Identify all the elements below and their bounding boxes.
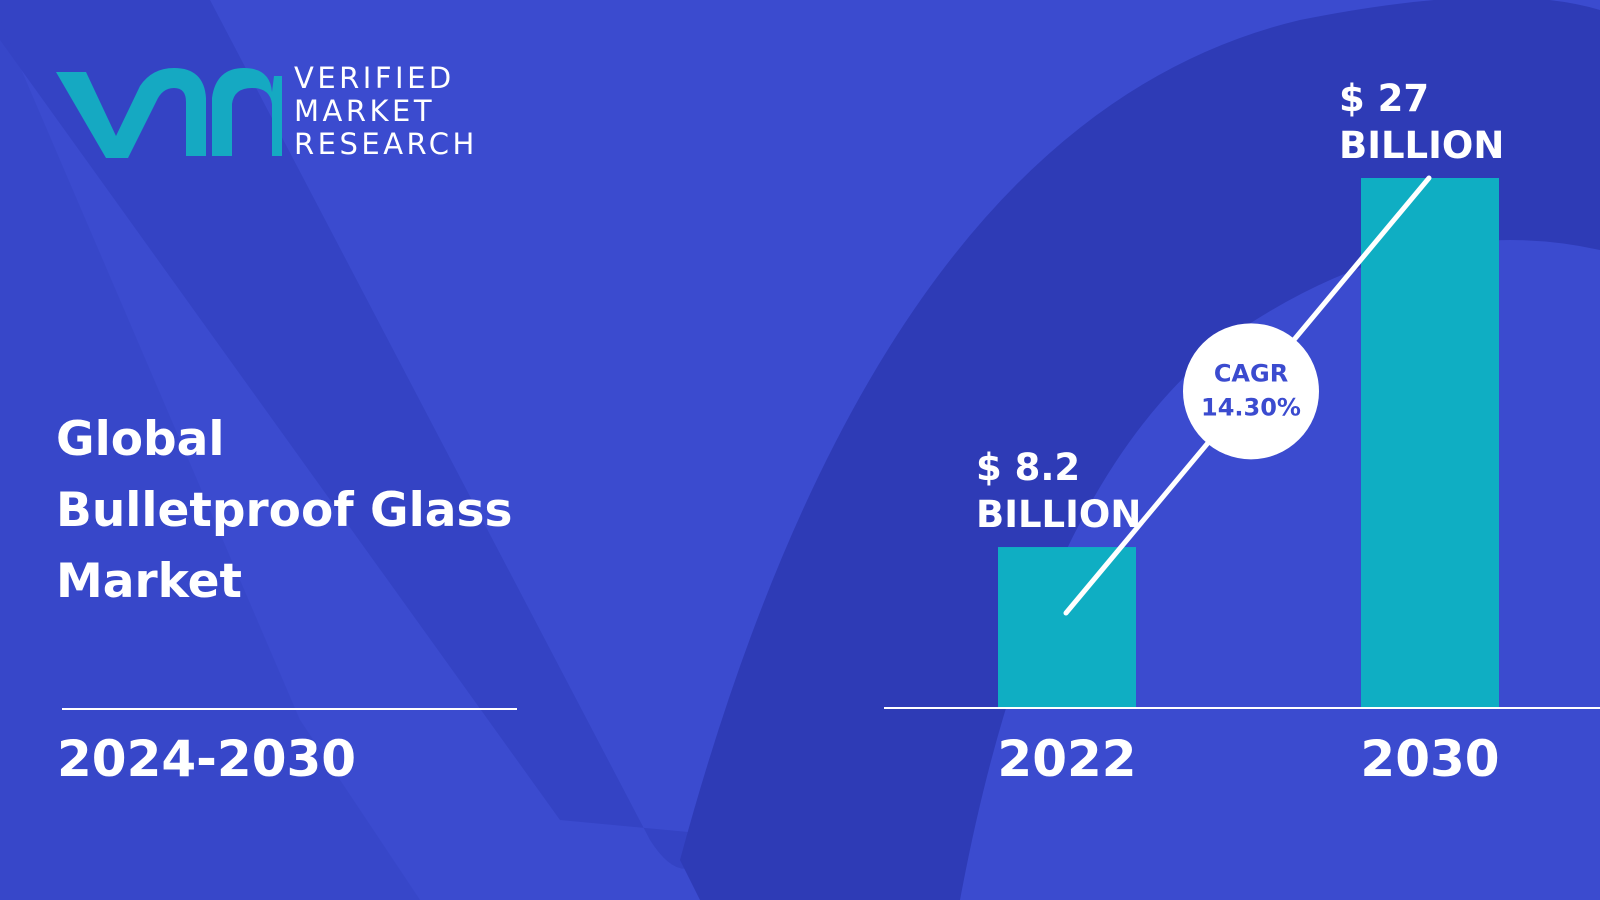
forecast-period: 2024-2030 <box>57 730 357 788</box>
vmr-logo-icon <box>56 68 282 158</box>
report-title-line-1: Global <box>56 412 225 467</box>
brand-logo: VERIFIED MARKET RESEARCH <box>52 58 502 168</box>
bar-2022 <box>998 547 1136 708</box>
bar-2030 <box>1361 178 1499 708</box>
x-tick-label-2030: 2030 <box>1360 730 1499 788</box>
background-v-left-band <box>0 0 720 869</box>
report-title: Global Bulletproof Glass Market <box>56 404 576 617</box>
background-v-left-shadow <box>0 20 420 900</box>
data-label-amount-2022: $ 8.2 <box>976 446 1080 489</box>
brand-line-1: VERIFIED <box>294 61 455 95</box>
brand-line-3: RESEARCH <box>294 127 478 161</box>
title-divider <box>62 708 517 710</box>
brand-line-2: MARKET <box>294 94 436 128</box>
x-tick-label-2022: 2022 <box>997 730 1136 788</box>
cagr-label: CAGR <box>1214 359 1288 387</box>
data-label-amount-2030: $ 27 <box>1339 77 1429 120</box>
brand-wordmark: VERIFIED MARKET RESEARCH <box>294 62 514 161</box>
cagr-badge <box>1183 323 1319 460</box>
cagr-value: 14.30% <box>1201 393 1301 421</box>
report-title-line-2: Bulletproof Glass <box>56 483 513 538</box>
data-label-unit-2030: BILLION <box>1339 124 1504 167</box>
report-title-line-3: Market <box>56 554 243 609</box>
data-label-unit-2022: BILLION <box>976 493 1141 536</box>
